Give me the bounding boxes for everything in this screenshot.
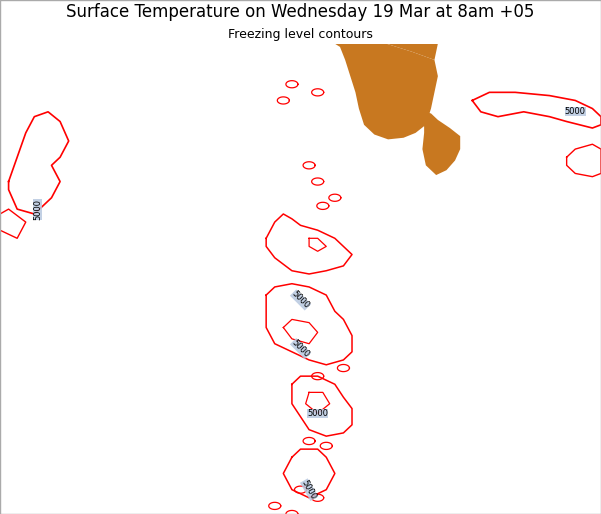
Text: 5000: 5000 <box>290 338 311 359</box>
Text: Surface Temperature on Wednesday 19 Mar at 8am +05: Surface Temperature on Wednesday 19 Mar … <box>66 3 535 21</box>
Polygon shape <box>335 44 438 139</box>
Text: 5000: 5000 <box>565 107 586 116</box>
Text: 5000: 5000 <box>300 479 319 501</box>
Text: 5000: 5000 <box>33 198 42 219</box>
Text: Freezing level contours: Freezing level contours <box>228 28 373 41</box>
Text: 5000: 5000 <box>290 289 311 310</box>
Polygon shape <box>0 0 601 60</box>
Polygon shape <box>423 112 460 175</box>
Text: 5000: 5000 <box>307 409 328 418</box>
